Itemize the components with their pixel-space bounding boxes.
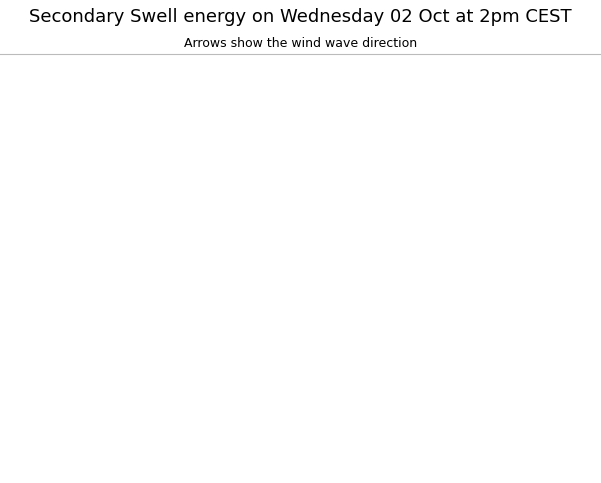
Text: cartopy required for map rendering: cartopy required for map rendering — [153, 260, 448, 278]
Text: Secondary Swell energy on Wednesday 02 Oct at 2pm CEST: Secondary Swell energy on Wednesday 02 O… — [29, 8, 572, 26]
Text: Arrows show the wind wave direction: Arrows show the wind wave direction — [184, 37, 417, 50]
